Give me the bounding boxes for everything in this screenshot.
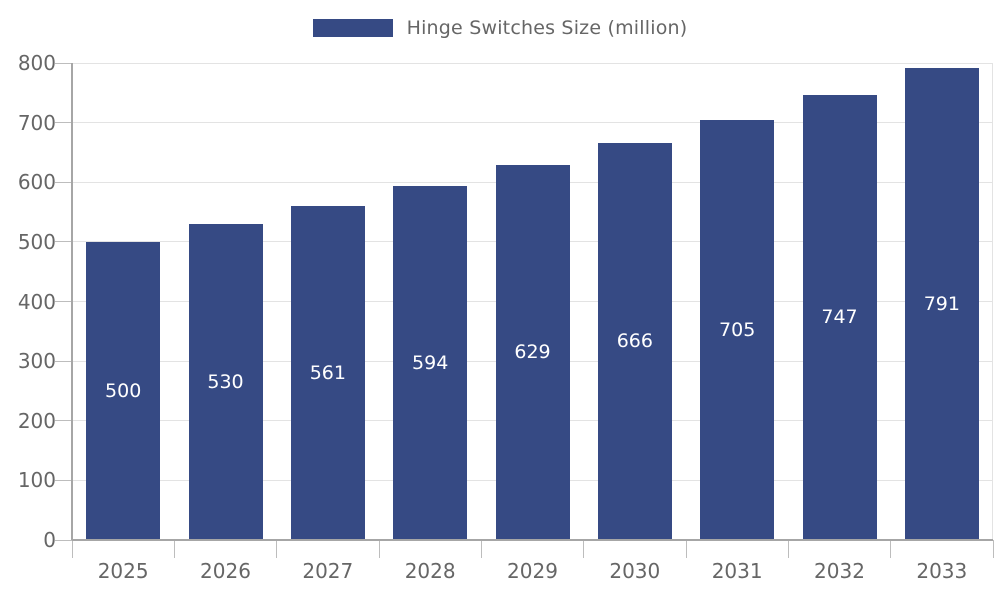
x-tick-0	[71, 540, 73, 558]
bar-value-2027: 561	[309, 361, 346, 384]
x-tick-2	[276, 540, 278, 558]
y-tick-label-500: 500	[17, 229, 56, 254]
x-tick-3	[378, 540, 380, 558]
y-tick-400	[55, 301, 72, 302]
x-tick-7	[787, 540, 789, 558]
x-tick-label-2027: 2027	[302, 559, 354, 583]
bar-value-2030: 666	[616, 330, 653, 353]
x-tick-6	[685, 540, 687, 558]
bar-2025[interactable]: 500	[86, 241, 161, 540]
gridline-800	[72, 62, 993, 64]
y-tick-label-100: 100	[17, 468, 56, 493]
bar-2026[interactable]: 530	[188, 224, 263, 540]
x-tick-4	[480, 540, 482, 558]
y-tick-label-600: 600	[17, 170, 56, 195]
bar-2027[interactable]: 561	[290, 205, 365, 540]
x-tick-5	[583, 540, 585, 558]
bar-2030[interactable]: 666	[597, 142, 672, 540]
y-tick-500	[55, 241, 72, 243]
legend[interactable]: Hinge Switches Size (million)	[0, 17, 1000, 39]
y-tick-label-700: 700	[17, 110, 56, 135]
x-tick-1	[173, 540, 175, 558]
bar-value-2025: 500	[105, 379, 142, 402]
y-tick-600	[55, 181, 72, 183]
bar-value-2026: 530	[207, 371, 244, 393]
x-tick-label-2025: 2025	[97, 559, 149, 583]
bar-2033[interactable]: 791	[904, 68, 979, 540]
y-axis-line	[71, 63, 73, 540]
y-tick-label-0: 0	[43, 528, 56, 552]
legend-label: Hinge Switches Size (million)	[406, 17, 688, 39]
y-tick-700	[55, 122, 72, 124]
x-tick-9	[992, 540, 994, 558]
y-tick-100	[55, 479, 72, 481]
plot-area: 0 100 200 300 400 500 600 700 800 500 2025 530 2026 5…	[18, 51, 994, 583]
y-tick-800	[55, 62, 72, 64]
bar-value-2032: 747	[821, 306, 858, 329]
x-axis-line	[72, 539, 993, 541]
y-tick-label-300: 300	[17, 349, 56, 374]
y-tick-0	[55, 539, 72, 541]
bar-value-2028: 594	[412, 351, 449, 374]
bar-value-2033: 791	[923, 293, 960, 316]
y-tick-300	[55, 360, 72, 362]
bar-2028[interactable]: 594	[393, 185, 468, 540]
y-tick-label-400: 400	[17, 289, 56, 314]
legend-swatch	[312, 19, 393, 37]
right-spine	[992, 63, 993, 540]
x-tick-label-2032: 2032	[814, 559, 865, 583]
x-tick-8	[890, 540, 892, 558]
x-tick-label-2031: 2031	[711, 559, 763, 583]
y-tick-label-200: 200	[17, 408, 56, 433]
y-tick-200	[55, 420, 72, 422]
x-tick-label-2033: 2033	[916, 559, 968, 583]
bar-value-2031: 705	[719, 318, 756, 341]
bar-2031[interactable]: 705	[700, 119, 775, 540]
bar-2032[interactable]: 747	[802, 94, 877, 540]
x-tick-label-2028: 2028	[404, 559, 456, 583]
x-tick-label-2029: 2029	[507, 559, 558, 583]
gridline-700	[72, 122, 993, 124]
bar-2029[interactable]: 629	[495, 164, 570, 540]
bar-value-2029: 629	[514, 341, 551, 364]
x-tick-label-2026: 2026	[200, 559, 251, 583]
y-tick-label-800: 800	[17, 51, 56, 75]
x-tick-label-2030: 2030	[609, 559, 661, 583]
